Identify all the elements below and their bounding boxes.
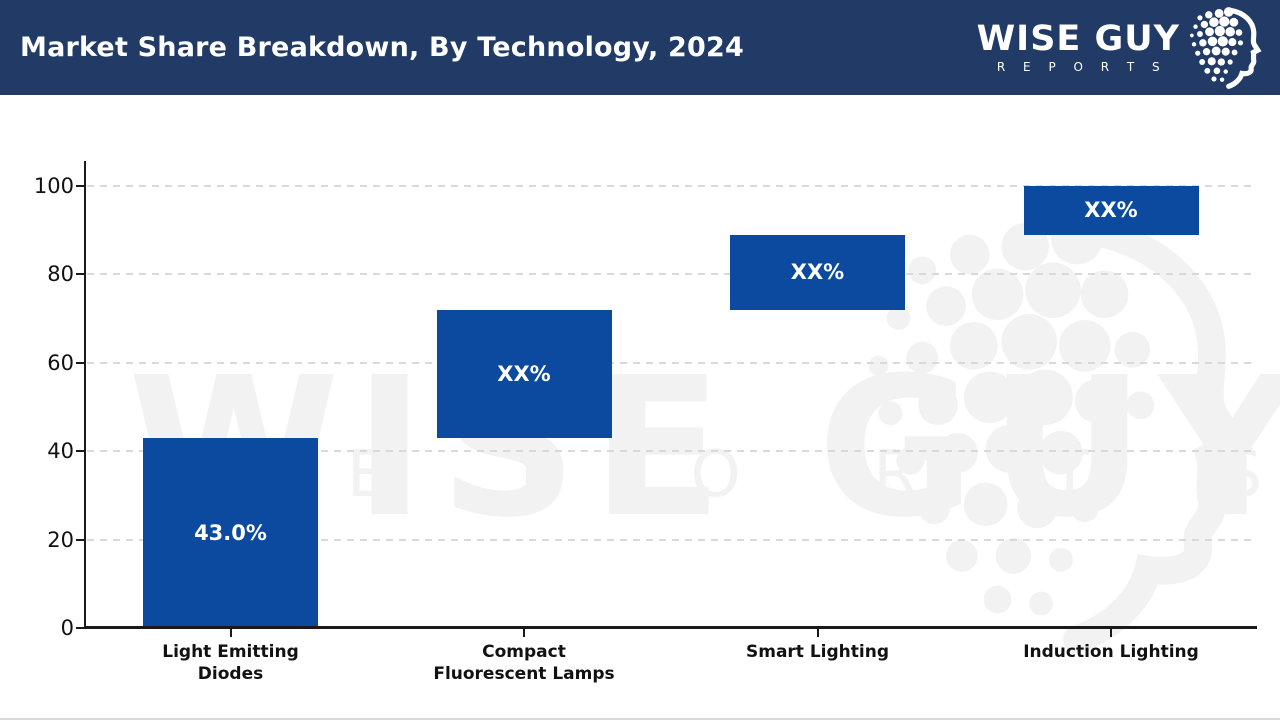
bar-value-label: XX% — [1084, 198, 1138, 223]
y-tick-label-40: 40 — [47, 439, 74, 464]
gridline-100 — [87, 185, 1257, 187]
y-tick-label-80: 80 — [47, 262, 74, 287]
x-axis-line — [84, 626, 1257, 629]
dotted-head-logo-icon — [1184, 6, 1266, 90]
brand-logo: WISE GUY R E P O R T S — [977, 6, 1266, 90]
bar-value-label: XX% — [497, 361, 551, 386]
page-title: Market Share Breakdown, By Technology, 2… — [20, 32, 745, 63]
category-label-line: Diodes — [197, 664, 264, 685]
x-tick-mark — [229, 629, 232, 637]
category-label-line: Smart Lighting — [745, 642, 889, 662]
y-tick-mark-0 — [76, 627, 85, 629]
bar-value-label: XX% — [790, 260, 845, 285]
category-label-line: Compact — [482, 642, 566, 662]
chart-area: WISE GUY R E P O R T S 0 20 40 60 80 100 43.0%… — [0, 95, 1280, 718]
y-axis-line — [84, 161, 86, 628]
category-label: Induction Lighting — [971, 641, 1251, 663]
header-bar: Market Share Breakdown, By Technology, 2… — [0, 0, 1280, 95]
brand-tagline: R E P O R T S — [996, 60, 1167, 74]
gridline-60 — [87, 361, 1257, 364]
bar-segment — [730, 234, 905, 310]
category-label-line: Light Emitting — [162, 642, 299, 662]
y-tick-mark-40 — [76, 450, 85, 453]
bar-segment — [436, 309, 612, 438]
bar-segment — [143, 437, 318, 628]
y-tick-mark-100 — [76, 185, 85, 187]
category-label-line: Induction Lighting — [1023, 642, 1199, 662]
y-tick-mark-80 — [76, 273, 85, 276]
y-tick-label-60: 60 — [47, 350, 74, 375]
category-label: Light Emitting Diodes — [91, 641, 371, 686]
gridline-40 — [87, 450, 1257, 453]
bar-segment — [1023, 186, 1199, 235]
category-label-line: Fluorescent Lamps — [433, 664, 615, 685]
gridline-20 — [87, 538, 1257, 541]
y-tick-label-0: 0 — [60, 616, 74, 640]
x-tick-mark — [816, 629, 819, 637]
category-label: Compact Fluorescent Lamps — [384, 641, 664, 686]
x-tick-mark — [523, 629, 525, 637]
watermark-head-icon — [842, 207, 1272, 659]
brand-name: WISE GUY — [976, 19, 1180, 59]
brand-logo-text: WISE GUY R E P O R T S — [976, 19, 1180, 74]
x-tick-mark — [1110, 629, 1112, 637]
y-tick-label-20: 20 — [47, 527, 74, 552]
y-tick-label-100: 100 — [33, 174, 74, 198]
category-label: Smart Lighting — [678, 641, 958, 663]
bar-value-label: 43.0% — [194, 520, 267, 545]
y-tick-mark-20 — [76, 538, 85, 541]
gridline-80 — [87, 273, 1257, 276]
y-tick-mark-60 — [76, 361, 85, 364]
